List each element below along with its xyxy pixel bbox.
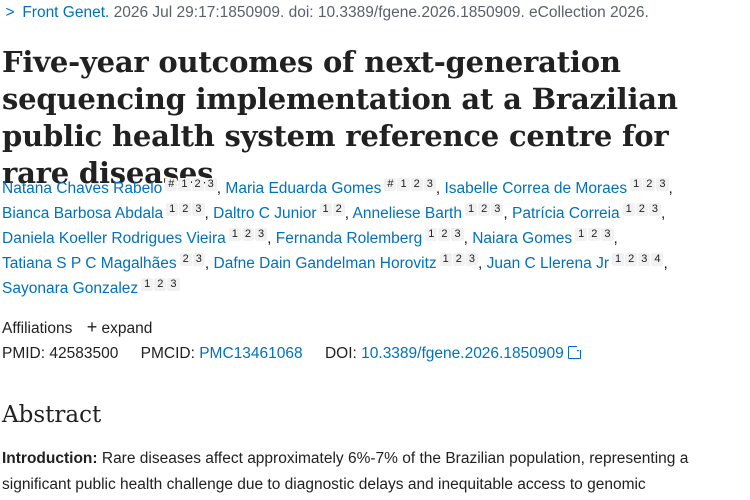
citation-line: > Front Genet. 2026 Jul 29:17:1850909. d… <box>2 4 649 22</box>
affiliations-toggle[interactable]: Affiliations + expand <box>2 317 152 338</box>
mark: 1 <box>228 227 241 241</box>
mark: 3 <box>656 177 669 191</box>
mark: 2 <box>410 177 423 191</box>
mark: 3 <box>601 227 614 241</box>
mark: 2 <box>635 202 648 216</box>
article-identifiers: PMID: 42583500 PMCID: PMC13461068 DOI: 1… <box>2 344 583 363</box>
author-link[interactable]: Naiara Gomes <box>472 230 573 247</box>
author-link[interactable]: Maria Eduarda Gomes <box>225 180 382 197</box>
mark: 1 <box>319 202 332 216</box>
mark: 1 <box>425 227 438 241</box>
mark: 2 <box>438 227 451 241</box>
mark: 1 <box>464 202 478 216</box>
author-line: Natana Chaves Rabelo #1 2 3, Maria Eduarda … <box>2 177 673 197</box>
affiliation-marks[interactable]: #1 2 3 <box>383 177 436 191</box>
author-link[interactable]: Patrícia Correia <box>511 205 620 222</box>
mark: 2 <box>625 252 638 266</box>
mark: # <box>165 177 178 191</box>
author-line: Daniela Koeller Rodrigues Vieira 1 2 3, Fer… <box>2 227 618 247</box>
mark: 2 <box>241 227 254 241</box>
author-link[interactable]: Natana Chaves Rabelo <box>2 180 163 197</box>
mark: 3 <box>465 252 479 266</box>
author-link[interactable]: Fernanda Rolemberg <box>275 230 423 247</box>
author-link[interactable]: Daniela Koeller Rodrigues Vieira <box>2 230 226 247</box>
mark: 4 <box>651 252 664 266</box>
author-line: Tatiana S P C Magalhães 2 3, Dafne Dain Ga… <box>2 252 668 272</box>
mark: 2 <box>452 252 465 266</box>
mark: 2 <box>332 202 345 216</box>
pmid-label: PMID: <box>2 345 46 362</box>
author-link[interactable]: Anneliese Barth <box>352 205 462 222</box>
expand-label: expand <box>101 320 153 337</box>
mark: 3 <box>648 202 662 216</box>
mark: 1 <box>622 202 635 216</box>
mark: 2 <box>191 177 204 191</box>
author-link[interactable]: Dafne Dain Gandelman Horovitz <box>213 255 437 272</box>
journal-link[interactable]: Front Genet. <box>22 4 110 21</box>
author-line: Bianca Barbosa Abdala 1 2 3, Daltro C Junio… <box>2 202 666 222</box>
affiliations-label: Affiliations <box>2 320 73 337</box>
external-link-icon[interactable] <box>567 344 583 359</box>
mark: 2 <box>478 202 491 216</box>
mark: 1 <box>439 252 452 266</box>
mark: 1 <box>611 252 625 266</box>
pmcid-label: PMCID: <box>140 345 195 362</box>
citation-details: 2026 Jul 29:17:1850909. doi: 10.3389/fge… <box>109 4 649 21</box>
mark: 3 <box>451 227 464 241</box>
mark: 3 <box>192 202 205 216</box>
abstract-intro-text: Rare diseases affect approximately 6%-7%… <box>2 450 689 493</box>
mark: 2 <box>588 227 601 241</box>
author-link[interactable]: Bianca Barbosa Abdala <box>2 205 164 222</box>
mark: # <box>384 177 397 191</box>
chevron-right-icon[interactable]: > <box>5 4 15 21</box>
mark: 3 <box>423 177 436 191</box>
author-line: Sayonara Gonzalez 1 2 3 <box>2 276 742 301</box>
mark: 3 <box>167 277 180 291</box>
abstract-paragraph: Introduction: Rare diseases affect appro… <box>2 446 742 498</box>
mark: 1 <box>575 227 588 241</box>
mark: 1 <box>630 177 643 191</box>
mark: 2 <box>154 277 167 291</box>
author-link[interactable]: Juan C Llerena Jr <box>486 255 609 272</box>
mark: 3 <box>491 202 504 216</box>
doi-link[interactable]: 10.3389/fgene.2026.1850909 <box>361 345 564 362</box>
mark: 2 <box>643 177 656 191</box>
mark: 1 <box>178 177 191 191</box>
mark: 2 <box>179 202 192 216</box>
author-list: Natana Chaves Rabelo #1 2 3, Maria Eduarda … <box>2 176 742 301</box>
mark: 1 <box>397 177 410 191</box>
author-link[interactable]: Daltro C Junior <box>213 205 317 222</box>
abstract-heading: Abstract <box>2 402 102 428</box>
mark: 3 <box>204 177 217 191</box>
doi-label: DOI: <box>324 345 357 362</box>
mark: 1 <box>166 202 179 216</box>
mark: 1 <box>141 277 154 291</box>
affiliation-marks[interactable]: #1 2 3 <box>164 177 217 191</box>
mark: 3 <box>638 252 651 266</box>
plus-icon: + <box>86 317 98 337</box>
section-label: Introduction: <box>2 450 98 467</box>
mark: 3 <box>254 227 268 241</box>
pmcid-link[interactable]: PMC13461068 <box>199 345 303 362</box>
author-link[interactable]: Tatiana S P C Magalhães <box>2 255 177 272</box>
author-link[interactable]: Isabelle Correa de Moraes <box>444 180 628 197</box>
mark: 2 <box>179 252 192 266</box>
pmid-value: 42583500 <box>49 345 119 362</box>
article-title: Five-year outcomes of next-generation se… <box>2 45 678 190</box>
mark: 3 <box>192 252 205 266</box>
author-link[interactable]: Sayonara Gonzalez <box>2 280 139 297</box>
